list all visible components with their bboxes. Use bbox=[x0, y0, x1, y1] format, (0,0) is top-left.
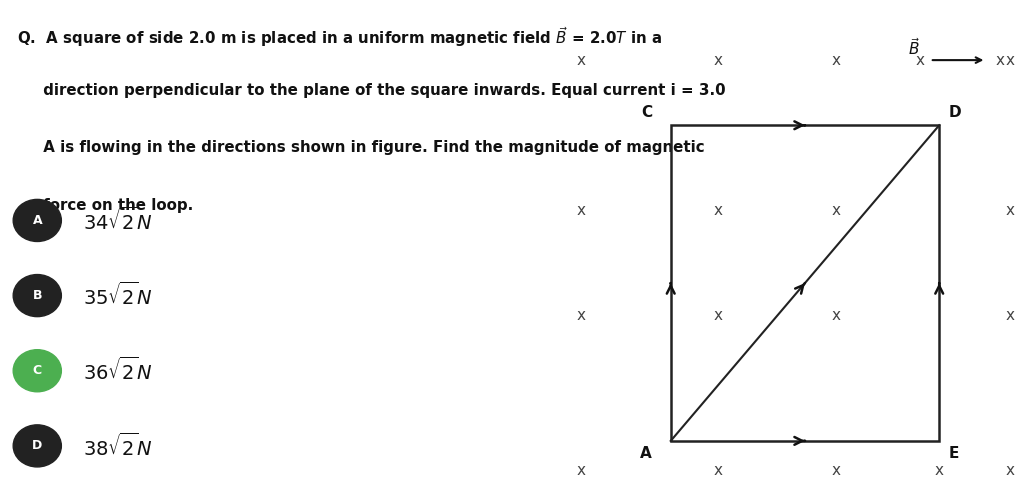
Text: x: x bbox=[831, 308, 840, 323]
Text: x: x bbox=[714, 463, 722, 478]
Text: $35\sqrt{2}N$: $35\sqrt{2}N$ bbox=[83, 282, 153, 309]
Text: x: x bbox=[577, 463, 586, 478]
Text: $\vec{B}$: $\vec{B}$ bbox=[908, 37, 921, 58]
Text: x: x bbox=[915, 53, 925, 68]
Text: B: B bbox=[33, 289, 42, 302]
Text: direction perpendicular to the plane of the square inwards. Equal current i = 3.: direction perpendicular to the plane of … bbox=[17, 83, 726, 98]
Text: D: D bbox=[32, 439, 42, 452]
Text: x: x bbox=[577, 203, 586, 218]
Text: x: x bbox=[714, 308, 722, 323]
Text: x: x bbox=[996, 53, 1005, 68]
Circle shape bbox=[13, 275, 61, 317]
Text: E: E bbox=[948, 446, 959, 461]
Circle shape bbox=[13, 199, 61, 241]
Text: x: x bbox=[1006, 53, 1015, 68]
Text: $34\sqrt{2}N$: $34\sqrt{2}N$ bbox=[83, 207, 153, 234]
Text: x: x bbox=[714, 53, 722, 68]
Text: $38\sqrt{2}N$: $38\sqrt{2}N$ bbox=[83, 432, 153, 459]
Text: x: x bbox=[935, 463, 944, 478]
Circle shape bbox=[13, 350, 61, 392]
Text: x: x bbox=[577, 308, 586, 323]
Text: x: x bbox=[714, 203, 722, 218]
Bar bbox=[671, 125, 939, 441]
Text: x: x bbox=[831, 53, 840, 68]
Text: $36\sqrt{2}N$: $36\sqrt{2}N$ bbox=[83, 357, 153, 384]
Circle shape bbox=[13, 425, 61, 467]
Text: A: A bbox=[640, 446, 652, 461]
Text: A is flowing in the directions shown in figure. Find the magnitude of magnetic: A is flowing in the directions shown in … bbox=[17, 140, 705, 155]
Text: C: C bbox=[33, 364, 42, 377]
Text: A: A bbox=[33, 214, 42, 227]
Text: x: x bbox=[577, 53, 586, 68]
Text: x: x bbox=[1006, 203, 1015, 218]
Text: x: x bbox=[1006, 308, 1015, 323]
Text: D: D bbox=[948, 105, 962, 120]
Text: x: x bbox=[1006, 463, 1015, 478]
Text: force on the loop.: force on the loop. bbox=[17, 198, 194, 213]
Text: x: x bbox=[831, 463, 840, 478]
Text: C: C bbox=[641, 105, 652, 120]
Text: Q.  A square of side 2.0 m is placed in a uniform magnetic field $\vec{B}$ = 2.0: Q. A square of side 2.0 m is placed in a… bbox=[17, 25, 663, 49]
Text: x: x bbox=[831, 203, 840, 218]
